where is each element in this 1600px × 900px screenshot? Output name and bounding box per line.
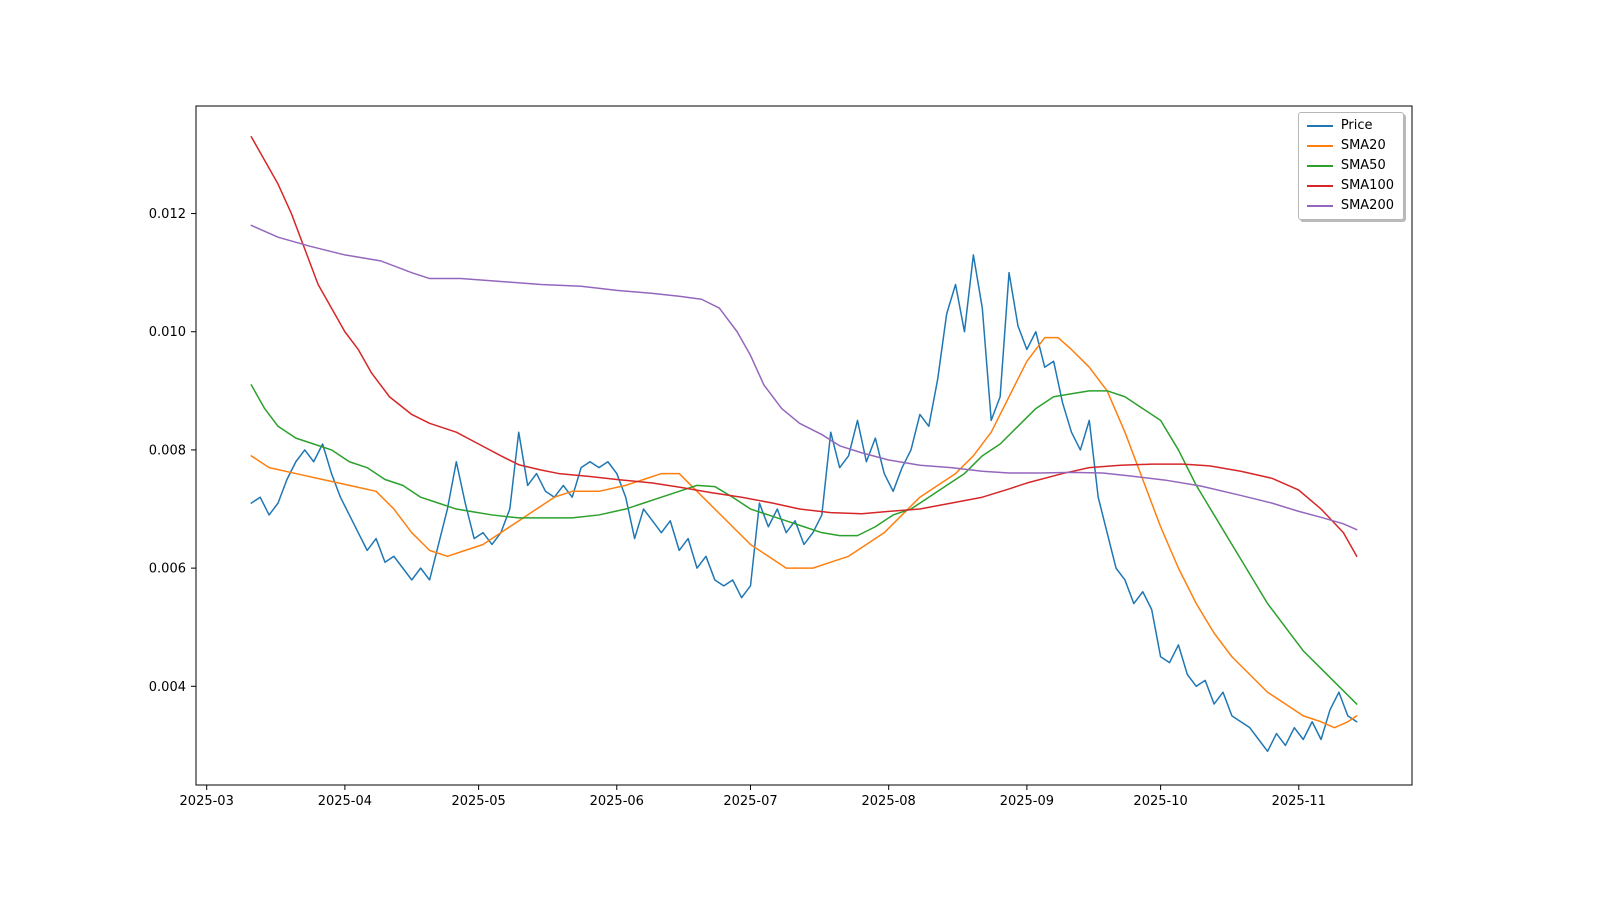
legend-label-price: Price bbox=[1340, 118, 1373, 133]
legend: Price SMA20 SMA50 SMA100 SMA200 bbox=[1297, 112, 1404, 220]
x-tick-label: 2025-03 bbox=[180, 794, 234, 809]
legend-item-sma100: SMA100 bbox=[1306, 178, 1394, 193]
x-tick-label: 2025-11 bbox=[1272, 794, 1326, 809]
x-tick-label: 2025-07 bbox=[723, 794, 777, 809]
legend-label-sma20: SMA20 bbox=[1340, 138, 1386, 153]
x-tick-label: 2025-05 bbox=[451, 794, 505, 809]
y-tick-label: 0.004 bbox=[149, 680, 186, 695]
sma100-line-swatch bbox=[1306, 184, 1333, 187]
legend-item-sma200: SMA200 bbox=[1306, 198, 1394, 213]
y-tick-label: 0.006 bbox=[149, 562, 186, 577]
sma50-line-swatch bbox=[1306, 164, 1333, 167]
y-tick-label: 0.010 bbox=[149, 325, 186, 340]
legend-label-sma200: SMA200 bbox=[1340, 198, 1394, 213]
series-line-sma200 bbox=[250, 224, 1358, 531]
legend-item-sma20: SMA20 bbox=[1306, 138, 1394, 153]
x-tick-label: 2025-04 bbox=[318, 794, 372, 809]
series-line-sma100 bbox=[250, 135, 1358, 558]
legend-label-sma50: SMA50 bbox=[1340, 158, 1386, 173]
y-tick-label: 0.008 bbox=[149, 443, 186, 458]
series-line-price bbox=[250, 254, 1358, 753]
y-tick-label: 0.012 bbox=[149, 207, 186, 222]
legend-item-sma50: SMA50 bbox=[1306, 158, 1394, 173]
sma200-line-swatch bbox=[1306, 204, 1333, 207]
sma20-line-swatch bbox=[1306, 144, 1333, 147]
plot-border bbox=[195, 105, 1413, 786]
x-tick-label: 2025-10 bbox=[1133, 794, 1187, 809]
series-line-sma50 bbox=[250, 384, 1358, 705]
legend-label-sma100: SMA100 bbox=[1340, 178, 1394, 193]
x-tick-label: 2025-09 bbox=[1000, 794, 1054, 809]
x-tick-label: 2025-08 bbox=[862, 794, 916, 809]
price-line-swatch bbox=[1306, 124, 1333, 127]
series-line-sma20 bbox=[250, 336, 1358, 729]
x-tick-label: 2025-06 bbox=[590, 794, 644, 809]
legend-item-price: Price bbox=[1306, 118, 1394, 133]
